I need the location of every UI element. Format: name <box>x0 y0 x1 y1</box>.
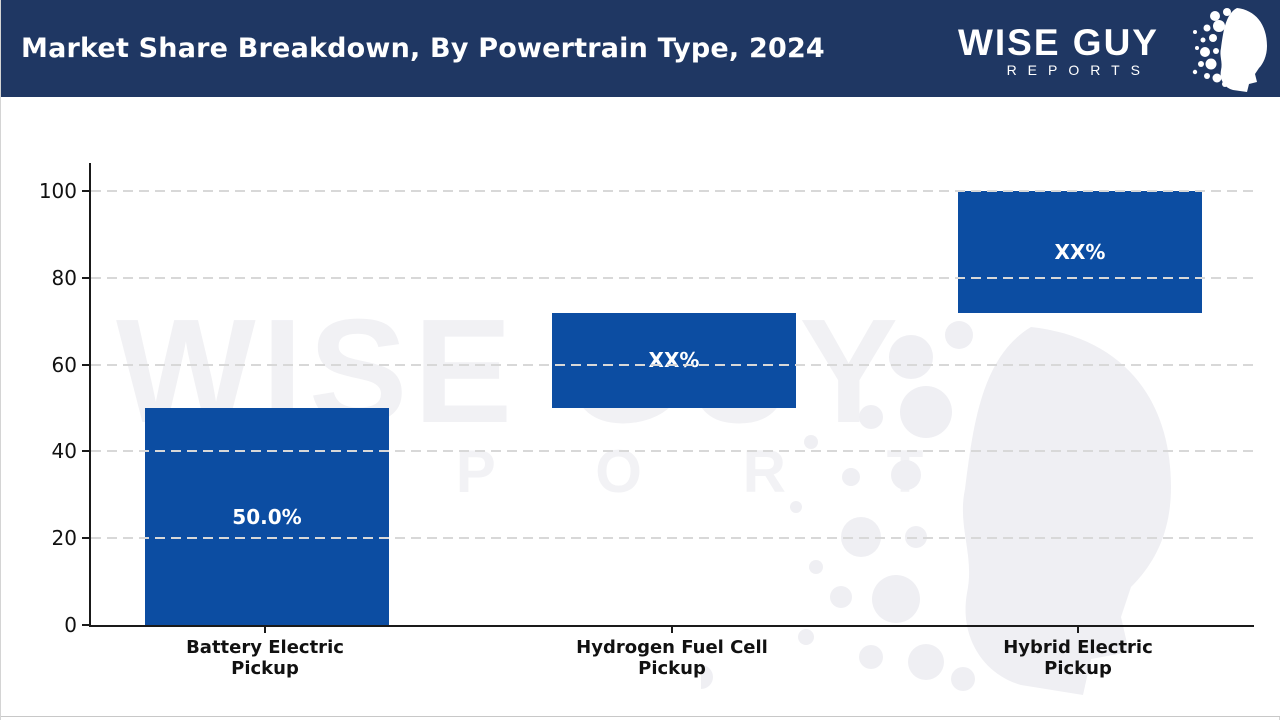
bar-value-label: 50.0% <box>232 504 302 529</box>
bar-value-label: XX% <box>1054 239 1106 264</box>
ytick-label-20: 20 <box>51 526 77 551</box>
ytick-label-80: 80 <box>51 265 77 290</box>
bar-hydrogen-fuel-cell-pickup: XX% <box>552 312 796 408</box>
ytick-mark-100 <box>82 190 89 192</box>
gridline-y-100 <box>91 190 1254 192</box>
xtick-label-hybrid-electric-pickup: Hybrid Electric Pickup <box>1003 637 1153 679</box>
xtick-mark-2 <box>1077 627 1079 633</box>
gridline-y-80 <box>91 276 1254 279</box>
chart-area: WISE GUY R E P O R T S 50.0% XX% XX% 0 20 40… <box>1 97 1280 717</box>
ytick-label-40: 40 <box>51 439 77 464</box>
plot-area: 50.0% XX% XX% <box>89 163 1254 627</box>
ytick-label-0: 0 <box>64 613 77 637</box>
ytick-mark-80 <box>82 276 89 279</box>
bar-value-label: XX% <box>648 348 700 373</box>
ytick-mark-20 <box>82 537 89 540</box>
dotted-face-icon <box>1192 8 1267 92</box>
bar-hybrid-electric-pickup: XX% <box>958 191 1202 313</box>
logo-wordmark: WISE GUY <box>957 22 1159 63</box>
xtick-mark-1 <box>671 627 673 633</box>
ytick-mark-40 <box>82 450 89 453</box>
wise-guy-reports-logo: WISE GUY REPORTS <box>958 0 1269 97</box>
gridline-y-20 <box>91 537 1254 540</box>
gridline-y-60 <box>91 363 1254 366</box>
ytick-label-100: 100 <box>38 179 77 203</box>
ytick-mark-60 <box>82 363 89 366</box>
xtick-label-battery-electric-pickup: Battery Electric Pickup <box>186 637 344 679</box>
bar-battery-electric-pickup: 50.0% <box>145 408 389 625</box>
ytick-mark-0 <box>82 624 89 626</box>
xtick-mark-0 <box>264 627 266 633</box>
ytick-label-60: 60 <box>51 352 77 377</box>
watermark-face-dots <box>701 288 1171 695</box>
logo-subtitle: REPORTS <box>1006 62 1151 78</box>
gridline-y-40 <box>91 450 1254 453</box>
chart-title: Market Share Breakdown, By Powertrain Ty… <box>21 33 825 64</box>
xtick-label-hydrogen-fuel-cell-pickup: Hydrogen Fuel Cell Pickup <box>576 637 768 679</box>
report-header: Market Share Breakdown, By Powertrain Ty… <box>1 0 1280 97</box>
